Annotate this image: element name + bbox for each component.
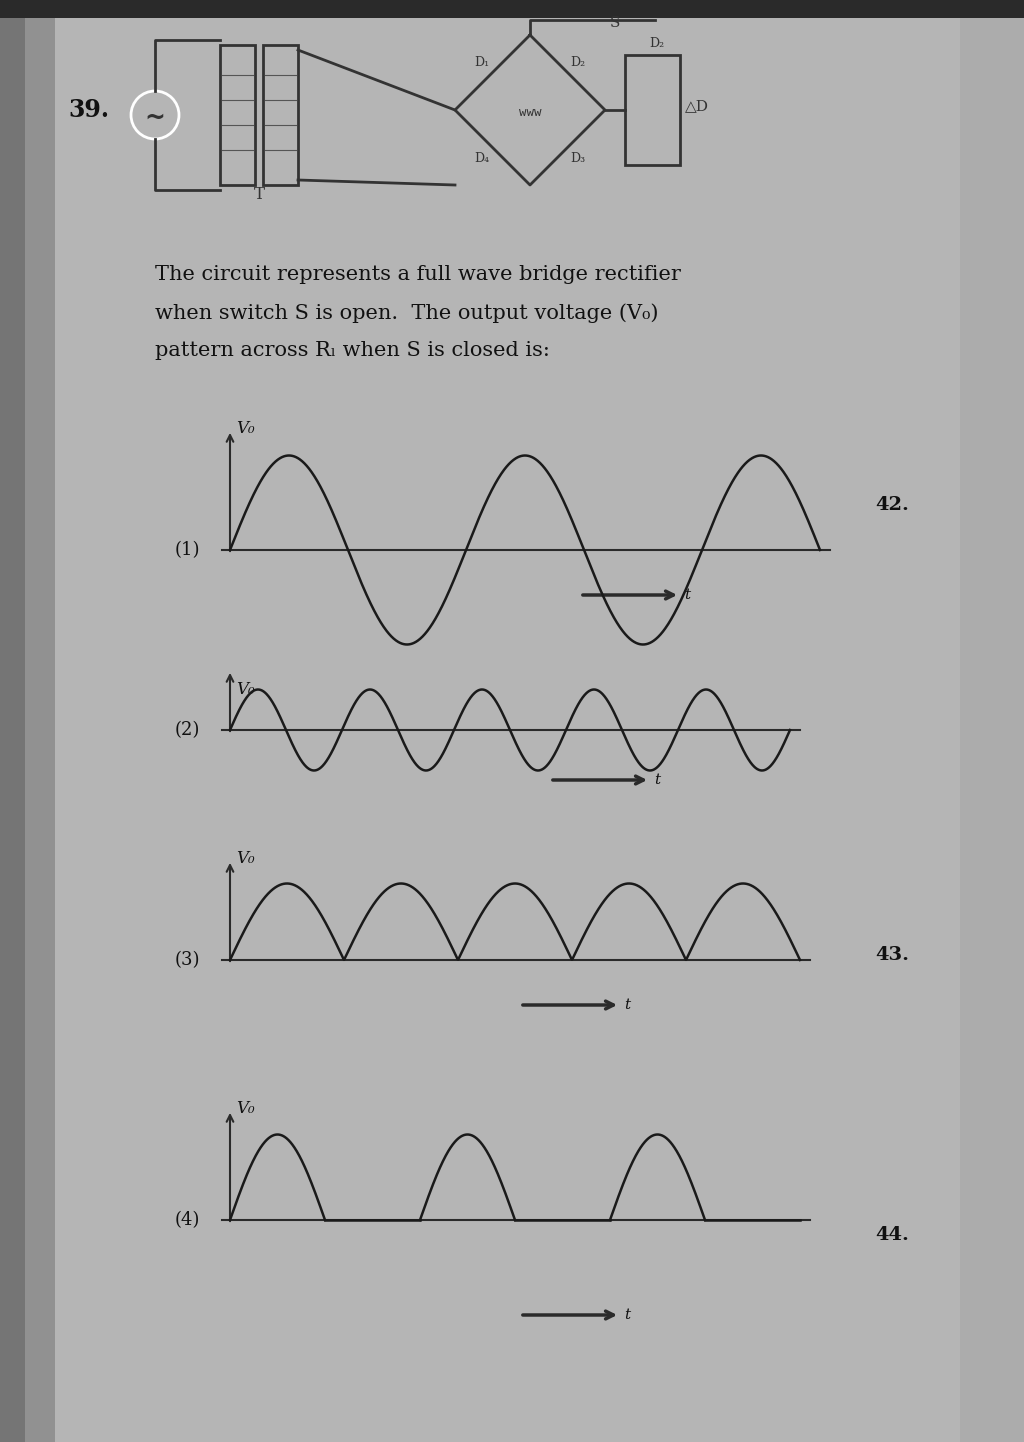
Text: t: t <box>624 1308 630 1322</box>
Text: when switch S is open.  The output voltage (V₀): when switch S is open. The output voltag… <box>155 303 658 323</box>
Text: 43.: 43. <box>874 946 909 965</box>
Text: (1): (1) <box>174 541 200 559</box>
Text: ~: ~ <box>144 107 166 130</box>
Text: (2): (2) <box>175 721 200 738</box>
Text: www: www <box>519 105 542 118</box>
Text: V₀: V₀ <box>236 682 255 698</box>
Text: D₃: D₃ <box>570 151 586 164</box>
Text: V₀: V₀ <box>236 420 255 437</box>
Text: The circuit represents a full wave bridge rectifier: The circuit represents a full wave bridg… <box>155 265 681 284</box>
Text: D₁: D₁ <box>474 55 489 69</box>
Bar <box>0 0 1024 17</box>
Text: S: S <box>610 16 621 30</box>
Bar <box>0 0 55 1442</box>
Bar <box>263 45 298 185</box>
Text: D₂: D₂ <box>570 55 586 69</box>
Bar <box>220 45 255 185</box>
Text: 44.: 44. <box>874 1226 909 1244</box>
Text: D₄: D₄ <box>474 151 489 164</box>
Text: T: T <box>254 186 264 203</box>
Text: 39.: 39. <box>68 98 109 123</box>
Text: V₀: V₀ <box>236 1100 255 1118</box>
Text: △D: △D <box>685 99 709 112</box>
Bar <box>625 55 680 164</box>
Text: t: t <box>654 773 660 787</box>
Text: (4): (4) <box>175 1211 200 1229</box>
Bar <box>0 0 25 1442</box>
Text: t: t <box>684 588 690 601</box>
Text: V₀: V₀ <box>236 849 255 867</box>
Text: pattern across Rₗ when S is closed is:: pattern across Rₗ when S is closed is: <box>155 340 550 360</box>
Text: (3): (3) <box>174 952 200 969</box>
Text: D₂: D₂ <box>649 37 665 50</box>
Text: 42.: 42. <box>874 496 909 513</box>
Bar <box>961 0 1024 1442</box>
Text: t: t <box>624 998 630 1012</box>
